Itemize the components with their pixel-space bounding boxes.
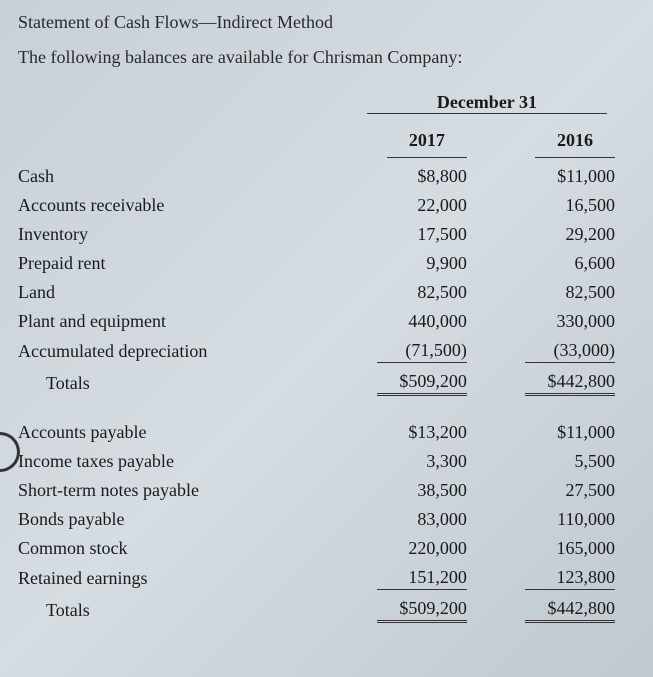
- row-value-2017: $8,800: [377, 166, 467, 187]
- table-row: Accounts receivable 22,000 16,500: [18, 191, 635, 220]
- totals-row: Totals $509,200 $442,800: [18, 367, 635, 400]
- balance-table-wrap: December 31 2017 2016 Cash $8,800 $11,00…: [18, 88, 635, 627]
- row-value-2017: 82,500: [377, 282, 467, 303]
- row-value-2017: 83,000: [377, 509, 467, 530]
- row-label: Prepaid rent: [18, 249, 339, 278]
- date-header: December 31: [367, 92, 607, 114]
- row-label: Common stock: [18, 534, 339, 563]
- row-value-2017: (71,500): [377, 340, 467, 363]
- totals-value-2016: $442,800: [525, 598, 615, 623]
- year-2017-header: 2017: [387, 124, 467, 158]
- table-row: Accumulated depreciation (71,500) (33,00…: [18, 336, 635, 367]
- date-header-row: December 31: [18, 88, 635, 120]
- row-value-2016: 110,000: [525, 509, 615, 530]
- table-row: Cash $8,800 $11,000: [18, 162, 635, 191]
- arc-mark-icon: [0, 432, 20, 472]
- row-value-2017: 220,000: [377, 538, 467, 559]
- row-label: Bonds payable: [18, 505, 339, 534]
- row-label: Plant and equipment: [18, 307, 339, 336]
- row-value-2017: 9,900: [377, 253, 467, 274]
- table-row: Inventory 17,500 29,200: [18, 220, 635, 249]
- row-value-2017: 3,300: [377, 451, 467, 472]
- table-row: Retained earnings 151,200 123,800: [18, 563, 635, 594]
- row-value-2017: 38,500: [377, 480, 467, 501]
- page-subtitle: The following balances are available for…: [18, 47, 635, 68]
- table-row: Common stock 220,000 165,000: [18, 534, 635, 563]
- row-value-2016: 6,600: [525, 253, 615, 274]
- row-label: Retained earnings: [18, 563, 339, 594]
- table-row: Prepaid rent 9,900 6,600: [18, 249, 635, 278]
- row-value-2017: 151,200: [377, 567, 467, 590]
- totals-row: Totals $509,200 $442,800: [18, 594, 635, 627]
- row-label: Accumulated depreciation: [18, 336, 339, 367]
- row-label: Accounts payable: [18, 418, 339, 447]
- row-label: Land: [18, 278, 339, 307]
- row-value-2016: $11,000: [525, 422, 615, 443]
- row-value-2016: 27,500: [525, 480, 615, 501]
- table-row: Bonds payable 83,000 110,000: [18, 505, 635, 534]
- row-value-2017: 17,500: [377, 224, 467, 245]
- row-value-2016: 29,200: [525, 224, 615, 245]
- totals-value-2017: $509,200: [377, 371, 467, 396]
- row-label: Accounts receivable: [18, 191, 339, 220]
- row-value-2016: 165,000: [525, 538, 615, 559]
- row-value-2016: $11,000: [525, 166, 615, 187]
- totals-label: Totals: [18, 367, 339, 400]
- table-row: Income taxes payable 3,300 5,500: [18, 447, 635, 476]
- row-value-2016: (33,000): [525, 340, 615, 363]
- row-value-2017: 440,000: [377, 311, 467, 332]
- row-label: Income taxes payable: [18, 447, 339, 476]
- row-value-2017: $13,200: [377, 422, 467, 443]
- table-row: Plant and equipment 440,000 330,000: [18, 307, 635, 336]
- row-value-2016: 5,500: [525, 451, 615, 472]
- table-row: Short-term notes payable 38,500 27,500: [18, 476, 635, 505]
- table-row: Accounts payable $13,200 $11,000: [18, 418, 635, 447]
- row-value-2016: 123,800: [525, 567, 615, 590]
- page-title: Statement of Cash Flows—Indirect Method: [18, 12, 635, 33]
- totals-value-2017: $509,200: [377, 598, 467, 623]
- row-label: Cash: [18, 162, 339, 191]
- spacer-row: [18, 400, 635, 418]
- row-label: Inventory: [18, 220, 339, 249]
- year-header-row: 2017 2016: [18, 120, 635, 162]
- table-row: Land 82,500 82,500: [18, 278, 635, 307]
- row-value-2016: 330,000: [525, 311, 615, 332]
- row-label: Short-term notes payable: [18, 476, 339, 505]
- totals-label: Totals: [18, 594, 339, 627]
- row-value-2016: 16,500: [525, 195, 615, 216]
- row-value-2016: 82,500: [525, 282, 615, 303]
- balance-table: December 31 2017 2016 Cash $8,800 $11,00…: [18, 88, 635, 627]
- row-value-2017: 22,000: [377, 195, 467, 216]
- totals-value-2016: $442,800: [525, 371, 615, 396]
- year-2016-header: 2016: [535, 124, 615, 158]
